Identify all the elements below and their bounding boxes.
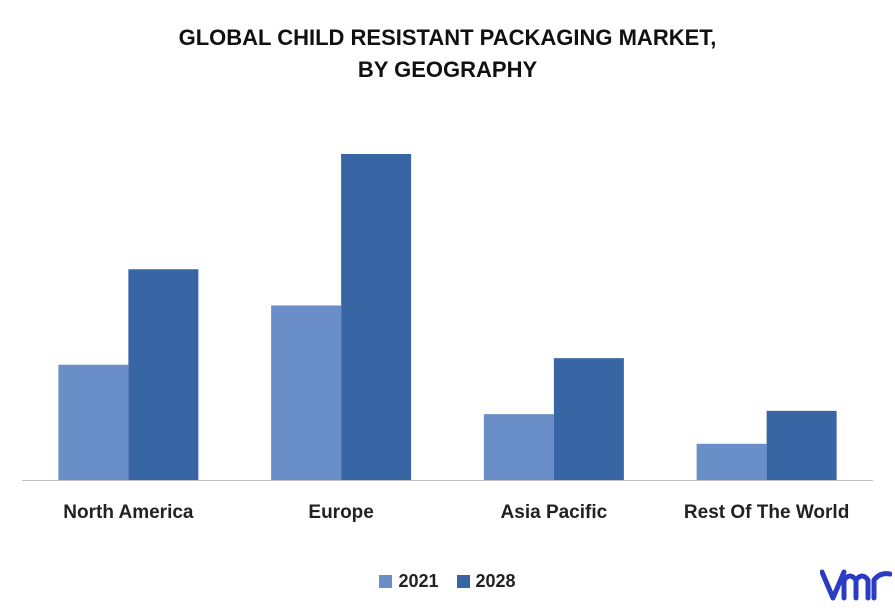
chart-title-line-2: BY GEOGRAPHY: [357, 57, 538, 82]
x-tick-label: North America: [63, 502, 194, 523]
bars-group: [58, 154, 837, 480]
legend-label-2028: 2028: [475, 571, 516, 591]
legend-swatch-2021: [379, 575, 393, 588]
bar-europe-2021: [271, 305, 342, 480]
bar-asia-pacific-2021: [483, 414, 554, 480]
x-tick-label: Rest Of The World: [684, 502, 849, 523]
legend-swatch-2028: [456, 575, 470, 588]
legend: 2021 2028: [0, 571, 895, 592]
legend-item-2028: 2028: [456, 571, 516, 592]
legend-item-2021: 2021: [379, 571, 439, 592]
x-tick-labels: North America Europe Asia Pacific Rest Of T…: [63, 502, 849, 523]
x-tick-label: Asia Pacific: [501, 502, 608, 523]
bar-rest-of-the-world-2021: [696, 443, 767, 480]
chart-title-line-1: GLOBAL CHILD RESISTANT PACKAGING MARKET,: [178, 25, 717, 50]
bar-asia-pacific-2028: [553, 358, 624, 480]
x-tick-label: Europe: [308, 502, 373, 523]
legend-label-2021: 2021: [398, 571, 439, 591]
bar-north-america-2021: [58, 364, 129, 480]
bar-rest-of-the-world-2028: [766, 410, 837, 480]
vmr-logo-icon: [820, 569, 892, 601]
bar-north-america-2028: [128, 269, 199, 480]
chart-title: GLOBAL CHILD RESISTANT PACKAGING MARKET,…: [0, 22, 895, 86]
bar-europe-2028: [341, 154, 412, 480]
